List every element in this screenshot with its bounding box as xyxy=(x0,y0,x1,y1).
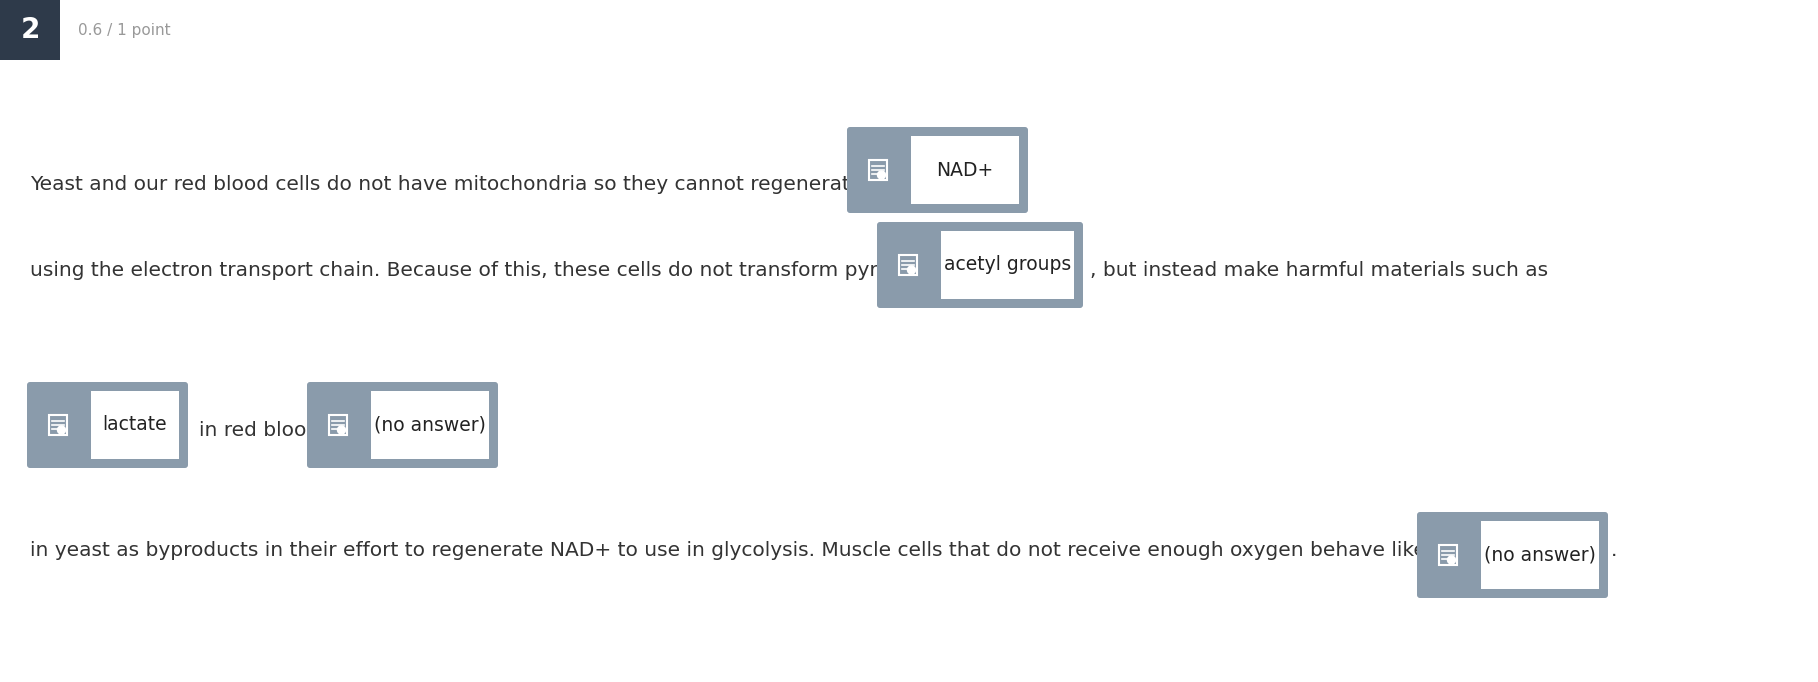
Circle shape xyxy=(58,426,65,434)
FancyBboxPatch shape xyxy=(847,127,1027,213)
FancyBboxPatch shape xyxy=(27,382,187,468)
Text: in yeast as byproducts in their effort to regenerate NAD+ to use in glycolysis. : in yeast as byproducts in their effort t… xyxy=(31,541,1425,559)
Text: (no answer): (no answer) xyxy=(375,415,485,434)
FancyBboxPatch shape xyxy=(1416,512,1607,598)
Text: .: . xyxy=(1611,541,1618,559)
Text: 0.6 / 1 point: 0.6 / 1 point xyxy=(78,23,171,38)
Circle shape xyxy=(907,266,916,274)
FancyBboxPatch shape xyxy=(307,382,498,468)
Text: using the electron transport chain. Because of this, these cells do not transfor: using the electron transport chain. Beca… xyxy=(31,261,980,280)
Text: lactate: lactate xyxy=(102,415,167,434)
Text: in red blood cells and: in red blood cells and xyxy=(198,421,415,439)
Text: (no answer): (no answer) xyxy=(1483,546,1596,565)
FancyBboxPatch shape xyxy=(876,222,1084,308)
FancyBboxPatch shape xyxy=(911,136,1020,204)
Circle shape xyxy=(1447,556,1456,564)
FancyBboxPatch shape xyxy=(942,231,1074,299)
Circle shape xyxy=(338,426,345,434)
Text: , but instead make harmful materials such as: , but instead make harmful materials suc… xyxy=(1091,261,1549,280)
Text: NAD+: NAD+ xyxy=(936,160,994,179)
Text: acetyl groups: acetyl groups xyxy=(944,256,1071,274)
FancyBboxPatch shape xyxy=(0,0,60,60)
FancyBboxPatch shape xyxy=(91,391,178,459)
FancyBboxPatch shape xyxy=(371,391,489,459)
Text: 2: 2 xyxy=(20,16,40,44)
FancyBboxPatch shape xyxy=(1482,521,1600,589)
Text: Yeast and our red blood cells do not have mitochondria so they cannot regenerate: Yeast and our red blood cells do not hav… xyxy=(31,175,862,194)
Circle shape xyxy=(878,171,885,179)
